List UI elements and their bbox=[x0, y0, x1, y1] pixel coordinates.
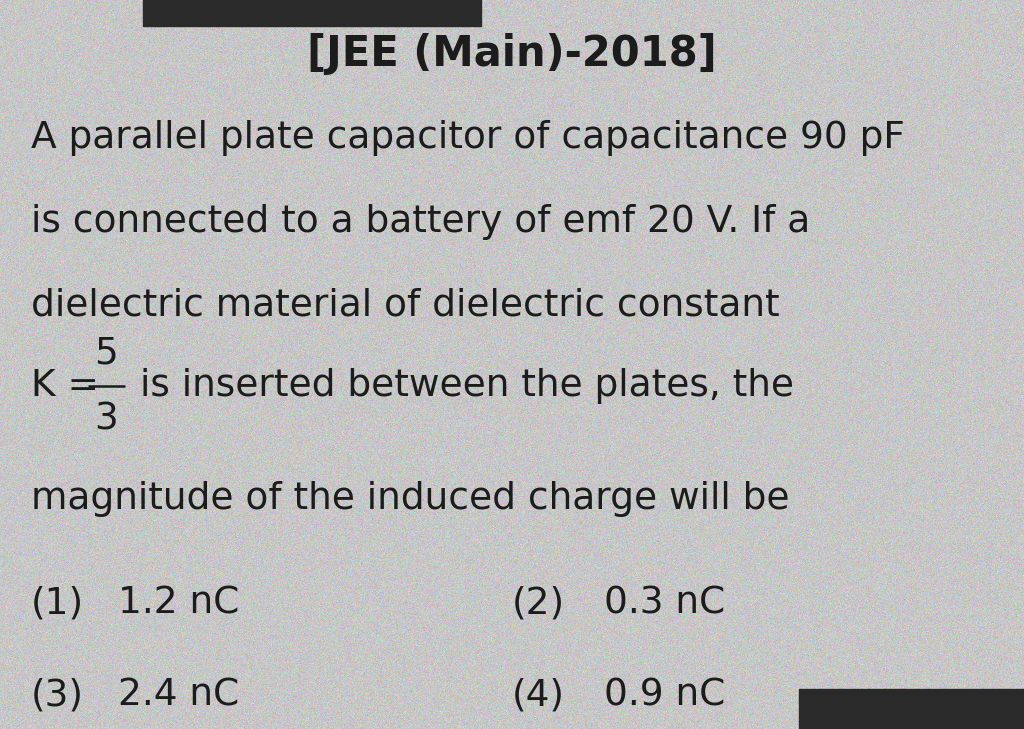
Bar bbox=[143, 0, 481, 26]
Text: [JEE (Main)-2018]: [JEE (Main)-2018] bbox=[307, 33, 717, 75]
Text: (1): (1) bbox=[31, 585, 84, 622]
Text: (4): (4) bbox=[512, 678, 565, 714]
Text: (2): (2) bbox=[512, 585, 565, 622]
Bar bbox=[799, 689, 1024, 729]
Text: (3): (3) bbox=[31, 678, 84, 714]
Text: is inserted between the plates, the: is inserted between the plates, the bbox=[140, 368, 795, 405]
Text: 0.3 nC: 0.3 nC bbox=[604, 585, 725, 622]
Text: 0.9 nC: 0.9 nC bbox=[604, 678, 726, 714]
Text: magnitude of the induced charge will be: magnitude of the induced charge will be bbox=[31, 481, 790, 517]
Text: 3: 3 bbox=[94, 401, 119, 437]
Text: dielectric material of dielectric constant: dielectric material of dielectric consta… bbox=[31, 288, 779, 324]
Text: 1.2 nC: 1.2 nC bbox=[118, 585, 240, 622]
Text: 2.4 nC: 2.4 nC bbox=[118, 678, 239, 714]
Text: is connected to a battery of emf 20 V. If a: is connected to a battery of emf 20 V. I… bbox=[31, 204, 810, 240]
Text: K =: K = bbox=[31, 368, 111, 405]
Text: A parallel plate capacitor of capacitance 90 pF: A parallel plate capacitor of capacitanc… bbox=[31, 120, 904, 156]
Text: 5: 5 bbox=[94, 335, 119, 372]
